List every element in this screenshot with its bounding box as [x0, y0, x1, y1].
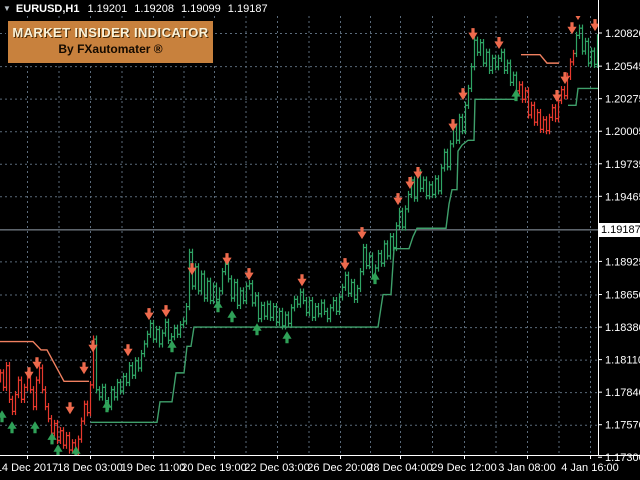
buy-arrow-icon — [213, 300, 223, 313]
sell-arrow-icon — [590, 19, 598, 32]
chart-header: ▼ EURUSD,H1 1.19201 1.19208 1.19099 1.19… — [3, 2, 275, 15]
grid — [0, 16, 598, 455]
price-axis-label: 1.20275 — [605, 94, 640, 106]
time-axis-label: 28 Dec 04:00 — [367, 462, 432, 474]
sell-arrow-icon — [494, 37, 504, 50]
ohlc-close: 1.19187 — [227, 2, 268, 15]
buy-arrow-icon — [511, 89, 521, 102]
sell-arrow-icon — [357, 227, 367, 240]
time-axis-label: 26 Dec 20:00 — [307, 462, 372, 474]
sell-arrow-icon — [552, 90, 562, 103]
price-axis-label: 1.18650 — [605, 290, 640, 302]
time-axis-label: 19 Dec 11:00 — [121, 462, 186, 474]
ohlc-bar — [595, 34, 598, 68]
sell-arrow-icon — [560, 72, 570, 85]
time-axis-label: 20 Dec 19:00 — [181, 462, 246, 474]
sell-arrow-icon — [88, 340, 98, 353]
current-price-marker: 1.19187 — [599, 222, 640, 237]
sell-arrow-icon — [79, 362, 89, 375]
price-axis-label: 1.20820 — [605, 28, 640, 40]
buy-arrow-icon — [282, 331, 292, 344]
price-axis-label: 1.17300 — [605, 452, 640, 464]
time-axis-label: 4 Jan 16:00 — [561, 462, 619, 474]
sell-trend-line — [521, 53, 559, 64]
sell-arrow-icon — [24, 367, 34, 380]
sell-arrow-icon — [161, 305, 171, 318]
sell-arrow-icon — [244, 268, 254, 281]
sell-arrow-icon — [32, 357, 42, 370]
buy-arrow-icon — [370, 272, 380, 285]
sell-arrow-icon — [458, 88, 468, 101]
time-axis-label: 22 Dec 03:00 — [244, 462, 309, 474]
sell-arrow-icon — [405, 177, 415, 190]
sell-arrow-icon — [575, 16, 581, 21]
buy-arrow-icon — [53, 444, 63, 455]
ohlc-open: 1.19201 — [87, 2, 128, 15]
buy-arrow-icon — [252, 323, 262, 336]
sell-arrow-icon — [413, 167, 423, 180]
symbol-period-label: EURUSD,H1 — [15, 2, 80, 15]
buy-trend-line — [91, 98, 517, 423]
buy-arrow-icon — [71, 446, 81, 455]
buy-arrow-icon — [7, 421, 17, 434]
sell-arrow-icon — [144, 308, 154, 321]
time-axis-label: 18 Dec 03:00 — [57, 462, 122, 474]
symbol-expand-icon[interactable]: ▼ — [3, 4, 11, 13]
plot-area — [0, 16, 598, 455]
sell-arrow-icon — [65, 402, 75, 415]
price-axis-label: 1.18110 — [605, 355, 640, 367]
sell-arrow-icon — [222, 253, 232, 266]
price-axis-label: 1.19465 — [605, 191, 640, 203]
indicator-banner: MARKET INSIDER INDICATOR By FXautomater … — [6, 19, 215, 65]
sell-arrow-icon — [123, 344, 133, 357]
buy-trend-line — [568, 87, 598, 107]
sell-arrow-icon — [340, 258, 350, 271]
buy-arrow-icon — [167, 340, 177, 353]
price-axis-label: 1.20005 — [605, 126, 640, 138]
buy-arrow-icon — [227, 310, 237, 323]
sell-arrow-icon — [448, 119, 458, 132]
price-axis-label: 1.19735 — [605, 159, 640, 171]
sell-arrow-icon — [393, 193, 403, 206]
price-axis-label: 1.20545 — [605, 61, 640, 73]
indicator-banner-subtitle: By FXautomater ® — [58, 42, 163, 56]
sell-trend-line — [0, 340, 89, 383]
sell-arrow-icon — [468, 28, 478, 41]
price-axis-label: 1.18925 — [605, 256, 640, 268]
buy-arrow-icon — [30, 421, 40, 434]
time-axis-label: 14 Dec 2017 — [0, 462, 58, 474]
sell-arrow-icon — [297, 274, 307, 287]
buy-arrow-icon — [0, 410, 7, 423]
axis-labels: 1.20820 1.20545 1.20275 1.20005 1.19735 1.194… — [0, 28, 640, 474]
ohlc-low: 1.19099 — [181, 2, 221, 15]
time-axis-label: 29 Dec 12:00 — [431, 462, 496, 474]
time-axis-label: 3 Jan 08:00 — [498, 462, 556, 474]
price-axis-label: 1.18380 — [605, 322, 640, 334]
indicator-banner-title: MARKET INSIDER INDICATOR — [12, 25, 209, 40]
price-axis-label: 1.17570 — [605, 420, 640, 432]
ohlc-high: 1.19208 — [134, 2, 175, 15]
sell-arrow-icon — [187, 263, 197, 276]
sell-arrow-icon — [567, 22, 577, 35]
buy-arrow-icon — [47, 432, 57, 445]
buy-arrow-icon — [102, 400, 112, 413]
price-axis-label: 1.17840 — [605, 387, 640, 399]
